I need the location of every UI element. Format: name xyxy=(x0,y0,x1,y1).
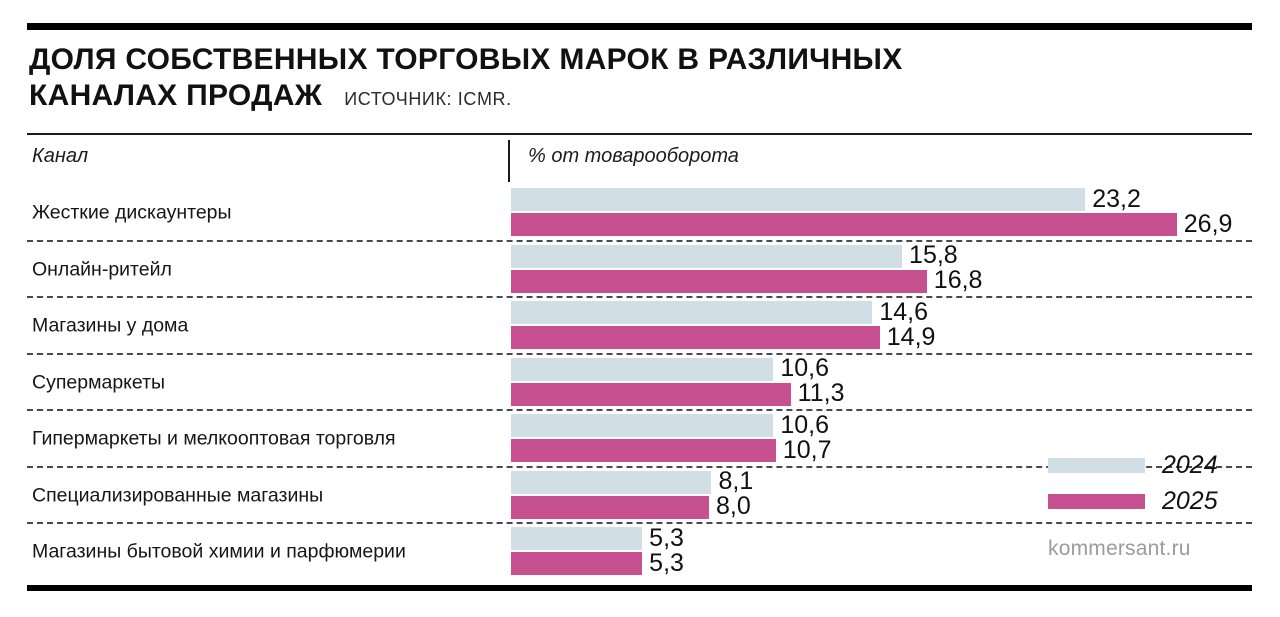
title-block: ДОЛЯ СОБСТВЕННЫХ ТОРГОВЫХ МАРОК В РАЗЛИЧ… xyxy=(29,42,1259,114)
bar-2025 xyxy=(511,439,776,462)
watermark-kommersant: kommersant.ru xyxy=(1048,537,1191,560)
row-separator xyxy=(27,409,1252,411)
row-separator xyxy=(27,522,1252,524)
legend-label: 2024 xyxy=(1162,450,1218,479)
column-divider xyxy=(508,140,510,182)
legend-item-2025: 2025 xyxy=(1048,483,1248,519)
bar-value-label: 10,6 xyxy=(780,410,830,439)
bar-value-label: 26,9 xyxy=(1183,209,1233,238)
bar-value-label: 5,3 xyxy=(649,523,684,552)
bar-value-label: 11,3 xyxy=(797,378,845,407)
legend-label: 2025 xyxy=(1162,486,1218,515)
chart-row: Супермаркеты 10,6 11,3 xyxy=(27,353,1252,411)
header-rule xyxy=(27,133,1252,135)
chart-row: Магазины бытовой химии и парфюмерии 5,3 5,… xyxy=(27,523,1252,581)
row-label: Жесткие дискаунтеры xyxy=(32,201,232,224)
row-label: Магазины у дома xyxy=(32,314,189,337)
row-label: Супермаркеты xyxy=(32,371,166,394)
bar-2025 xyxy=(511,213,1177,236)
page-title-line-2: КАНАЛАХ ПРОДАЖ xyxy=(29,79,323,112)
bar-2025 xyxy=(511,326,880,349)
column-header-row: Канал % от товарооборота xyxy=(27,140,1252,184)
bar-2024 xyxy=(511,527,643,550)
row-label: Гипермаркеты и мелкооптовая торговля xyxy=(32,427,396,450)
bar-value-label: 8,1 xyxy=(718,466,754,495)
bar-value-label: 14,6 xyxy=(879,297,929,326)
source-label: ИСТОЧНИК: ICMR. xyxy=(344,89,512,109)
bar-2024 xyxy=(511,470,712,494)
bar-2024 xyxy=(511,414,774,437)
chart-row: Магазины у дома 14,6 14,9 xyxy=(27,297,1252,355)
top-rule xyxy=(27,23,1252,30)
chart-row: Гипермаркеты и мелкооптовая торговля 10,6… xyxy=(27,410,1252,468)
row-separator xyxy=(27,352,1252,355)
bar-value-label: 15,8 xyxy=(909,240,958,269)
legend-swatch-2025 xyxy=(1048,493,1145,509)
bar-value-label: 16,8 xyxy=(933,265,983,294)
legend-swatch-2024 xyxy=(1048,457,1145,473)
bar-value-label: 5,3 xyxy=(649,548,684,577)
bar-value-label: 14,9 xyxy=(886,322,936,351)
bar-2024 xyxy=(511,244,903,268)
bar-2024 xyxy=(511,357,774,381)
bottom-rule xyxy=(27,585,1252,591)
column-header-channel: Канал xyxy=(32,145,89,167)
legend-item-2024: 2024 xyxy=(1048,447,1248,483)
chart-row: Жесткие дискаунтеры 23,2 26,9 xyxy=(27,184,1252,242)
bar-2025 xyxy=(511,552,643,575)
bar-2025 xyxy=(511,495,709,519)
title-line-2-row: КАНАЛАХ ПРОДАЖ ИСТОЧНИК: ICMR. xyxy=(29,78,1259,114)
row-label: Специализированные магазины xyxy=(32,484,324,507)
row-label: Онлайн-ритейл xyxy=(32,258,172,281)
bar-2025 xyxy=(511,269,927,293)
row-label: Магазины бытовой химии и парфюмерии xyxy=(32,540,406,563)
column-header-value: % от товарооборота xyxy=(528,145,739,167)
bar-value-label: 8,0 xyxy=(716,491,751,520)
chart-legend: 2024 2025 xyxy=(1048,447,1248,519)
bar-2025 xyxy=(511,382,791,406)
bar-2024 xyxy=(511,301,873,324)
chart-row: Онлайн-ритейл 15,8 16,8 xyxy=(27,240,1252,298)
bar-2024 xyxy=(511,188,1086,211)
page-title-line-1: ДОЛЯ СОБСТВЕННЫХ ТОРГОВЫХ МАРОК В РАЗЛИЧ… xyxy=(29,43,903,76)
bar-value-label: 23,2 xyxy=(1092,184,1141,213)
row-separator xyxy=(27,296,1252,298)
row-separator xyxy=(27,239,1252,242)
bar-value-label: 10,6 xyxy=(780,353,830,382)
row-separator xyxy=(27,465,1252,468)
chart-row: Специализированные магазины 8,1 8,0 xyxy=(27,466,1252,524)
chart-rows: Жесткие дискаунтеры 23,2 26,9 Онлайн-ритейл… xyxy=(27,184,1252,581)
bar-value-label: 10,7 xyxy=(782,435,832,464)
